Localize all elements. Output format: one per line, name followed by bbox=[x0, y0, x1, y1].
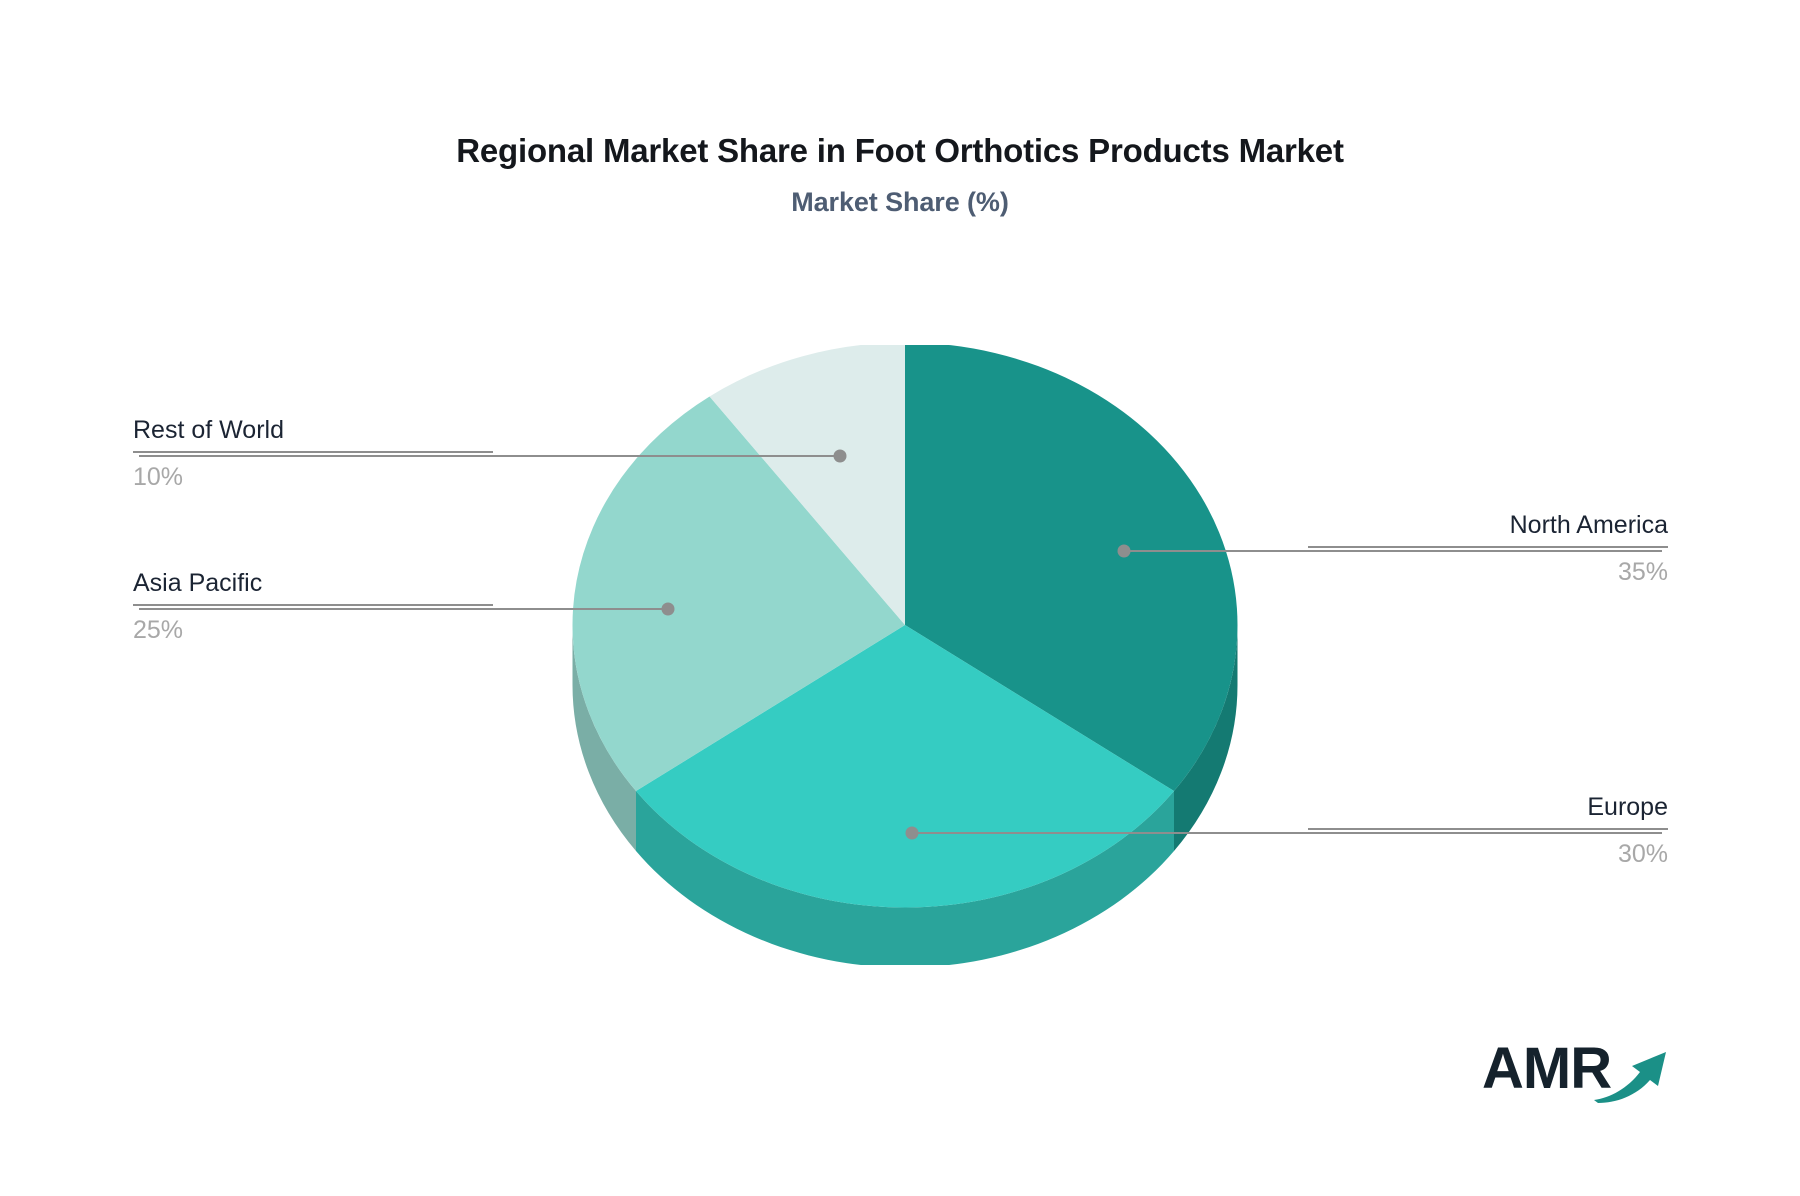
callout-value-europe: 30% bbox=[1617, 840, 1668, 868]
callout-label-rest-of-world: Rest of World bbox=[133, 416, 284, 444]
callout-rule-rest-of-world bbox=[133, 451, 493, 453]
callout-label-north-america: North America bbox=[1509, 511, 1668, 539]
pie-chart bbox=[555, 345, 1255, 965]
callout-europe[interactable]: Europe 30% bbox=[1308, 792, 1668, 869]
callout-rule-europe bbox=[1308, 828, 1668, 830]
pie-3d-sides bbox=[572, 625, 1238, 965]
callout-value-north-america: 35% bbox=[1617, 558, 1668, 586]
callout-rule-north-america bbox=[1308, 546, 1668, 548]
callout-value-rest-of-world: 10% bbox=[133, 463, 184, 491]
pie-slice-rest-of-world[interactable] bbox=[709, 345, 905, 625]
chart-subtitle: Market Share (%) bbox=[791, 187, 1009, 217]
pie-side-asia-pacific bbox=[572, 625, 637, 852]
amr-logo: AMR bbox=[1482, 1034, 1667, 1112]
pie-chart-svg bbox=[572, 345, 1238, 965]
callout-label-europe: Europe bbox=[1587, 793, 1668, 821]
callout-asia-pacific[interactable]: Asia Pacific 25% bbox=[133, 568, 493, 645]
pie-slice-europe[interactable] bbox=[636, 625, 1174, 908]
pie-side-north-america bbox=[1173, 625, 1238, 852]
callout-rest-of-world[interactable]: Rest of World 10% bbox=[133, 415, 493, 492]
growth-arrow-icon bbox=[1594, 1052, 1666, 1103]
callout-value-asia-pacific: 25% bbox=[133, 616, 184, 644]
pie-side-europe bbox=[636, 791, 1174, 965]
pie-slice-asia-pacific[interactable] bbox=[572, 396, 906, 792]
chart-title: Regional Market Share in Foot Orthotics … bbox=[456, 132, 1344, 169]
amr-logo-text: AMR bbox=[1482, 1036, 1612, 1101]
callout-rule-asia-pacific bbox=[133, 604, 493, 606]
callout-label-asia-pacific: Asia Pacific bbox=[133, 569, 263, 597]
pie-slice-north-america[interactable] bbox=[905, 345, 1238, 792]
callout-north-america[interactable]: North America 35% bbox=[1308, 510, 1668, 587]
pie-top-faces bbox=[572, 345, 1238, 908]
